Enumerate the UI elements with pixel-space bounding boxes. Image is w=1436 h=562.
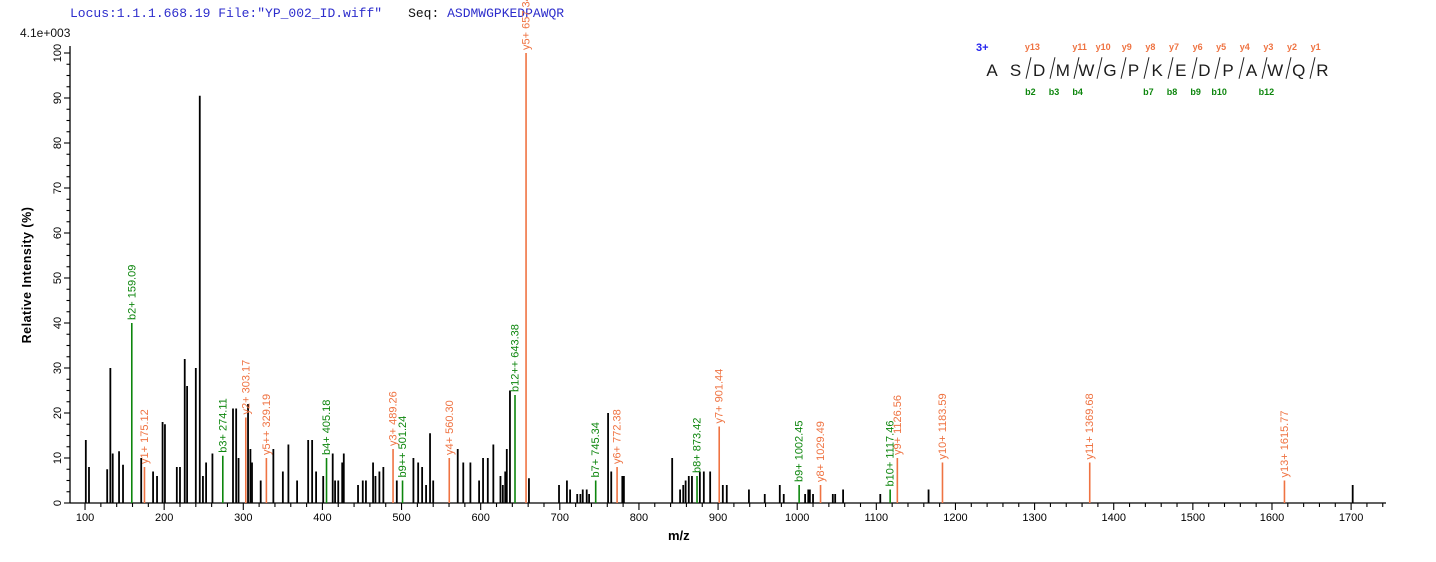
y-tick-label: 50 bbox=[52, 272, 64, 284]
peak-label-b2+: b2+ 159.09 bbox=[126, 265, 138, 320]
x-tick-label: 1700 bbox=[1339, 512, 1363, 524]
y-tick-label: 20 bbox=[52, 407, 64, 419]
x-tick-label: 1300 bbox=[1022, 512, 1046, 524]
y-tick-label: 70 bbox=[52, 182, 64, 194]
peak-label-y11+: y11+ 1369.68 bbox=[1084, 393, 1096, 459]
intensity-scale-label: 4.1e+003 bbox=[20, 26, 71, 40]
x-tick-label: 100 bbox=[76, 512, 94, 524]
peak-label-b9+: b9+ 1002.45 bbox=[794, 421, 806, 482]
x-tick-label: 600 bbox=[472, 512, 490, 524]
peak-label-y5++: y5++ 329.19 bbox=[261, 394, 273, 455]
peak-label-b12++: b12++ 643.38 bbox=[510, 324, 522, 392]
x-tick-label: 1000 bbox=[785, 512, 809, 524]
peak-label-b9++: b9++ 501.24 bbox=[397, 416, 409, 478]
peak-label-y1+: y1+ 175.12 bbox=[139, 409, 151, 464]
x-tick-label: 1200 bbox=[943, 512, 967, 524]
y-tick-label: 90 bbox=[52, 92, 64, 104]
x-tick-label: 800 bbox=[630, 512, 648, 524]
peak-label-b4+: b4+ 405.18 bbox=[321, 400, 333, 455]
spectrum-header: Locus:1.1.1.668.19 File:"YP_002_ID.wiff"… bbox=[70, 6, 564, 21]
x-tick-label: 1600 bbox=[1260, 512, 1284, 524]
peak-label-y2+: y2+ 303.17 bbox=[240, 360, 252, 415]
peak-label-b10+: b10+ 1117.46 bbox=[885, 421, 897, 487]
x-tick-label: 500 bbox=[392, 512, 410, 524]
peak-label-y4+: y4+ 560.30 bbox=[444, 400, 456, 455]
x-tick-label: 700 bbox=[551, 512, 569, 524]
peak-label-y3+: y3+ 489.26 bbox=[388, 391, 400, 446]
x-tick-label: 1500 bbox=[1181, 512, 1205, 524]
x-tick-label: 1400 bbox=[1101, 512, 1125, 524]
peak-label-y6+: y6+ 772.38 bbox=[612, 409, 624, 464]
x-tick-label: 300 bbox=[234, 512, 252, 524]
peak-label-y7+: y7+ 901.44 bbox=[714, 369, 726, 424]
y-tick-label: 100 bbox=[52, 44, 64, 62]
x-tick-label: 200 bbox=[155, 512, 173, 524]
peak-label-y5+: y5+ 657.34 bbox=[521, 0, 533, 50]
peak-label-y13+: y13+ 1615.77 bbox=[1279, 411, 1291, 478]
peak-label-b8+: b8+ 873.42 bbox=[692, 418, 704, 473]
seq-label: Seq: bbox=[408, 6, 440, 21]
peak-label-y9+: y9+ 1126.56 bbox=[892, 395, 904, 455]
x-tick-label: 1100 bbox=[865, 512, 889, 524]
y-tick-label: 0 bbox=[52, 500, 64, 506]
peak-label-b3+: b3+ 274.11 bbox=[217, 398, 229, 453]
peak-label-y8+: y8+ 1029.49 bbox=[815, 421, 827, 482]
x-tick-label: 400 bbox=[313, 512, 331, 524]
x-axis-title: m/z bbox=[668, 528, 690, 543]
x-tick-label: 900 bbox=[709, 512, 727, 524]
seq-value: ASDMWGPKEDPAWQR bbox=[447, 6, 565, 21]
y-tick-label: 60 bbox=[52, 227, 64, 239]
peak-label-b7+: b7+ 745.34 bbox=[590, 422, 602, 477]
y-tick-label: 40 bbox=[52, 317, 64, 329]
y-tick-label: 30 bbox=[52, 362, 64, 374]
y-tick-label: 80 bbox=[52, 137, 64, 149]
y-tick-label: 10 bbox=[52, 452, 64, 464]
locus-file-text: Locus:1.1.1.668.19 File:"YP_002_ID.wiff" bbox=[70, 6, 383, 21]
peak-label-y10+: y10+ 1183.59 bbox=[937, 393, 949, 459]
